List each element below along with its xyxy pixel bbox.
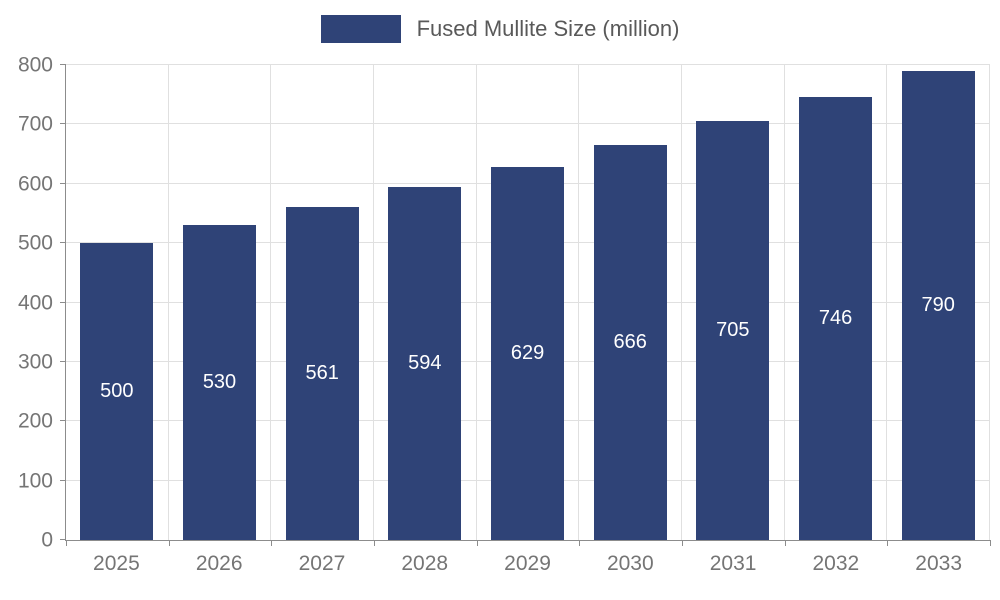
- bar-2027: 561: [285, 206, 359, 540]
- x-axis-tick: [66, 540, 67, 546]
- category-cell-2033: 790: [887, 65, 991, 540]
- bar-value-label: 594: [408, 352, 442, 375]
- category-cell-2027: 561: [271, 65, 375, 540]
- bar-value-label: 746: [818, 307, 853, 330]
- y-axis-tick: [60, 479, 66, 481]
- y-axis-tick-label: 400: [17, 291, 53, 314]
- bar-value-label: 561: [305, 361, 339, 384]
- x-axis-tick-label: 2029: [504, 552, 551, 575]
- y-axis-tick-label: 600: [17, 172, 53, 196]
- gridline-h: [66, 64, 990, 65]
- category-cell-2025: 500: [66, 65, 169, 540]
- x-axis-tick-label: 2033: [915, 552, 962, 575]
- bar-value-label: 530: [202, 371, 237, 394]
- bar-value-label: 790: [921, 293, 955, 316]
- x-axis-tick: [373, 540, 375, 546]
- bar-value-label: 500: [100, 380, 134, 403]
- legend: Fused Mullite Size (million): [0, 15, 1000, 43]
- x-axis-tick: [990, 540, 991, 546]
- x-axis-tick: [784, 540, 786, 546]
- y-axis-tick: [60, 242, 66, 244]
- y-axis-tick-label: 700: [17, 112, 53, 136]
- x-axis-tick-label: 2031: [709, 552, 757, 575]
- bar-2026: 530: [182, 225, 257, 540]
- x-axis-tick-label: 2032: [812, 552, 860, 575]
- x-axis-tick: [579, 540, 581, 546]
- y-axis-tick: [60, 301, 66, 303]
- y-axis-tick: [60, 360, 66, 362]
- bars-container: 500 530 561 594 629 666 705 746 790: [66, 65, 991, 540]
- category-cell-2032: 746: [785, 65, 888, 540]
- category-cell-2028: 594: [374, 65, 477, 540]
- bar-2025: 500: [80, 243, 154, 540]
- bar-value-label: 705: [716, 319, 750, 342]
- bar-value-label: 629: [510, 341, 545, 364]
- x-axis-tick-label: 2027: [298, 552, 346, 575]
- bar-2029: 629: [490, 166, 565, 540]
- x-axis-tick: [271, 540, 273, 546]
- x-axis-tick-label: 2026: [195, 552, 243, 575]
- y-axis-tick-label: 0: [41, 528, 53, 552]
- x-axis-labels: 2025 2026 2027 2028 2029 2030 2031 2032 2033: [65, 552, 990, 576]
- gridline-h: [66, 123, 990, 125]
- category-cell-2030: 666: [579, 65, 683, 540]
- y-axis-tick: [60, 123, 66, 125]
- bar-2030: 666: [593, 144, 667, 540]
- bar-2031: 705: [696, 121, 770, 540]
- category-cell-2026: 530: [169, 65, 272, 540]
- y-axis-tick-label: 800: [17, 53, 53, 77]
- category-cell-2031: 705: [682, 65, 785, 540]
- y-axis-tick-label: 300: [17, 350, 53, 374]
- bar-2032: 746: [798, 97, 873, 540]
- y-axis-tick: [60, 182, 66, 184]
- category-cell-2029: 629: [477, 65, 580, 540]
- y-axis-tick-label: 100: [17, 469, 53, 493]
- x-axis-tick-label: 2028: [401, 552, 449, 575]
- y-axis-tick-label: 500: [17, 231, 53, 255]
- bar-2033: 790: [901, 70, 975, 540]
- x-axis-tick: [476, 540, 478, 546]
- y-axis-tick-label: 200: [17, 409, 53, 433]
- legend-label: Fused Mullite Size (million): [416, 16, 680, 41]
- y-axis-tick: [60, 539, 66, 540]
- x-axis-tick: [168, 540, 170, 546]
- y-axis-tick: [60, 420, 66, 422]
- bar-value-label: 666: [613, 330, 647, 353]
- x-axis-tick: [887, 540, 889, 546]
- legend-swatch: [320, 15, 401, 43]
- x-axis-tick: [681, 540, 683, 546]
- y-axis-tick: [60, 64, 66, 65]
- plot-area: 500 530 561 594 629 666 705 746 790 0 100 200 300 40…: [18, 55, 991, 551]
- x-axis-tick-label: 2025: [93, 552, 140, 575]
- bar-2028: 594: [388, 187, 462, 540]
- x-axis-tick-label: 2030: [606, 552, 654, 575]
